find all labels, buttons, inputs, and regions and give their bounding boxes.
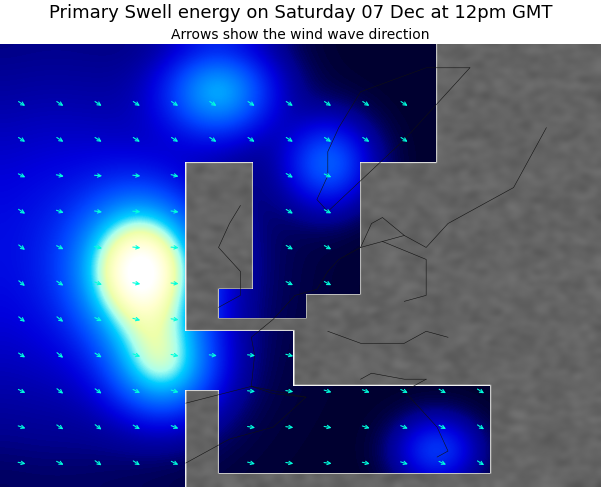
Text: Primary Swell energy on Saturday 07 Dec at 12pm GMT: Primary Swell energy on Saturday 07 Dec … (49, 4, 552, 22)
Text: Arrows show the wind wave direction: Arrows show the wind wave direction (171, 28, 430, 42)
